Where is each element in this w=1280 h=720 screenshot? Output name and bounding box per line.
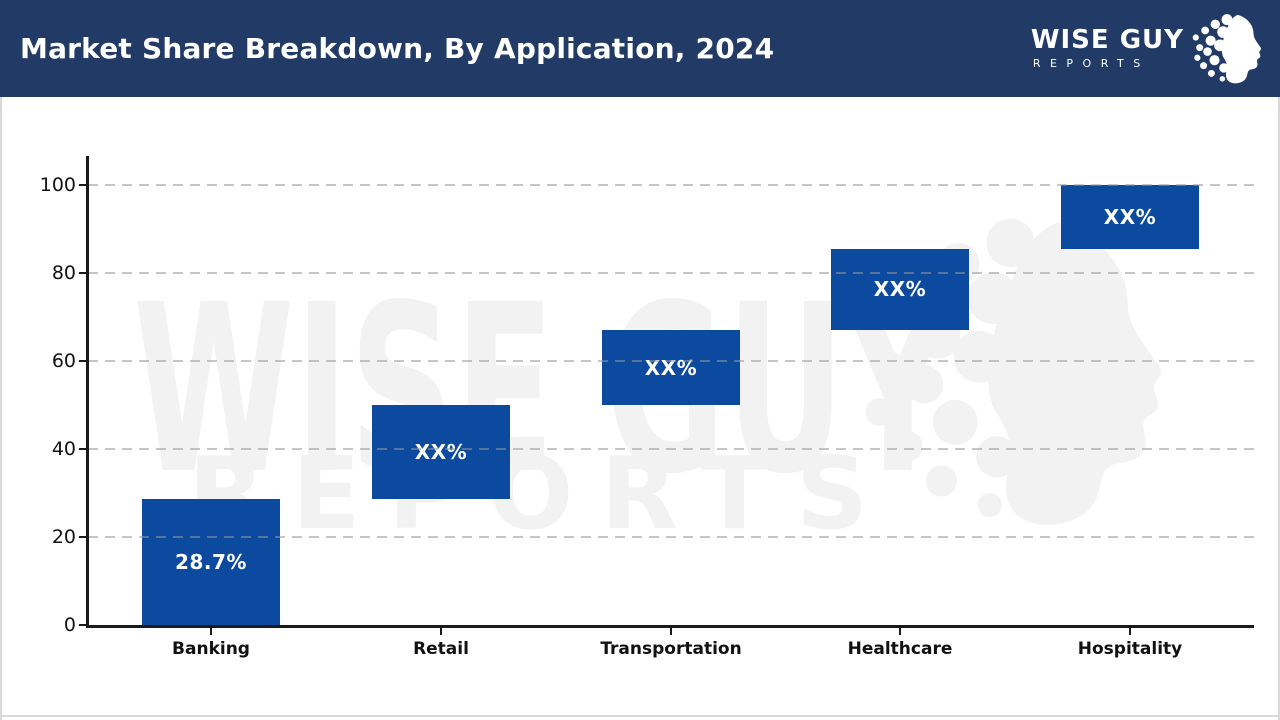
bar-banking: 28.7% (142, 498, 280, 625)
x-tick-banking (210, 627, 212, 635)
y-tick-label-0: 0 (63, 614, 76, 636)
x-axis-label-transportation: Transportation (600, 639, 742, 659)
y-tick-60 (79, 360, 88, 362)
bar-label-hospitality: XX% (1103, 204, 1157, 229)
x-tick-transportation (670, 627, 672, 635)
bar-label-transportation: XX% (644, 355, 698, 380)
gridline-80 (88, 272, 1254, 274)
brand-subname: REPORTS (1032, 56, 1150, 70)
brand-head-icon (1192, 13, 1262, 83)
x-axis-label-banking: Banking (172, 639, 250, 659)
x-axis-spine (86, 625, 1254, 628)
y-tick-label-60: 60 (51, 350, 76, 372)
bar-label-banking: 28.7% (175, 549, 247, 574)
bar-retail: XX% (372, 405, 510, 499)
brand-name: WISE GUY (1030, 25, 1184, 56)
y-tick-label-80: 80 (51, 262, 76, 284)
brand-text: WISE GUY REPORTS (1030, 25, 1184, 70)
x-axis-label-retail: Retail (413, 639, 469, 659)
page-border-right (1278, 97, 1280, 720)
y-tick-0 (79, 624, 88, 626)
header: Market Share Breakdown, By Application, … (0, 0, 1280, 97)
page-title: Market Share Breakdown, By Application, … (20, 32, 775, 65)
x-axis-label-hospitality: Hospitality (1077, 639, 1183, 659)
page-border-bottom (0, 715, 1280, 717)
x-axis-label-healthcare: Healthcare (847, 639, 953, 659)
bar-transportation: XX% (602, 330, 740, 405)
bar-label-retail: XX% (414, 439, 468, 464)
bar-label-healthcare: XX% (873, 277, 927, 302)
page-border-left (0, 97, 2, 720)
y-tick-label-40: 40 (51, 438, 76, 460)
y-tick-label-100: 100 (39, 174, 76, 196)
y-tick-80 (79, 272, 88, 274)
bar-healthcare: XX% (831, 248, 969, 331)
gridline-20 (88, 536, 1254, 538)
brand-logo: WISE GUY REPORTS (1031, 9, 1266, 89)
x-tick-hospitality (1129, 627, 1131, 635)
x-tick-healthcare (899, 627, 901, 635)
gridline-60 (88, 360, 1254, 362)
y-tick-label-20: 20 (51, 526, 76, 548)
y-tick-20 (79, 536, 88, 538)
bar-hospitality: XX% (1061, 185, 1199, 249)
x-tick-retail (440, 627, 442, 635)
gridline-100 (88, 184, 1254, 186)
y-axis-spine (86, 156, 89, 627)
gridline-40 (88, 448, 1254, 450)
y-tick-100 (79, 184, 88, 186)
y-tick-40 (79, 448, 88, 450)
